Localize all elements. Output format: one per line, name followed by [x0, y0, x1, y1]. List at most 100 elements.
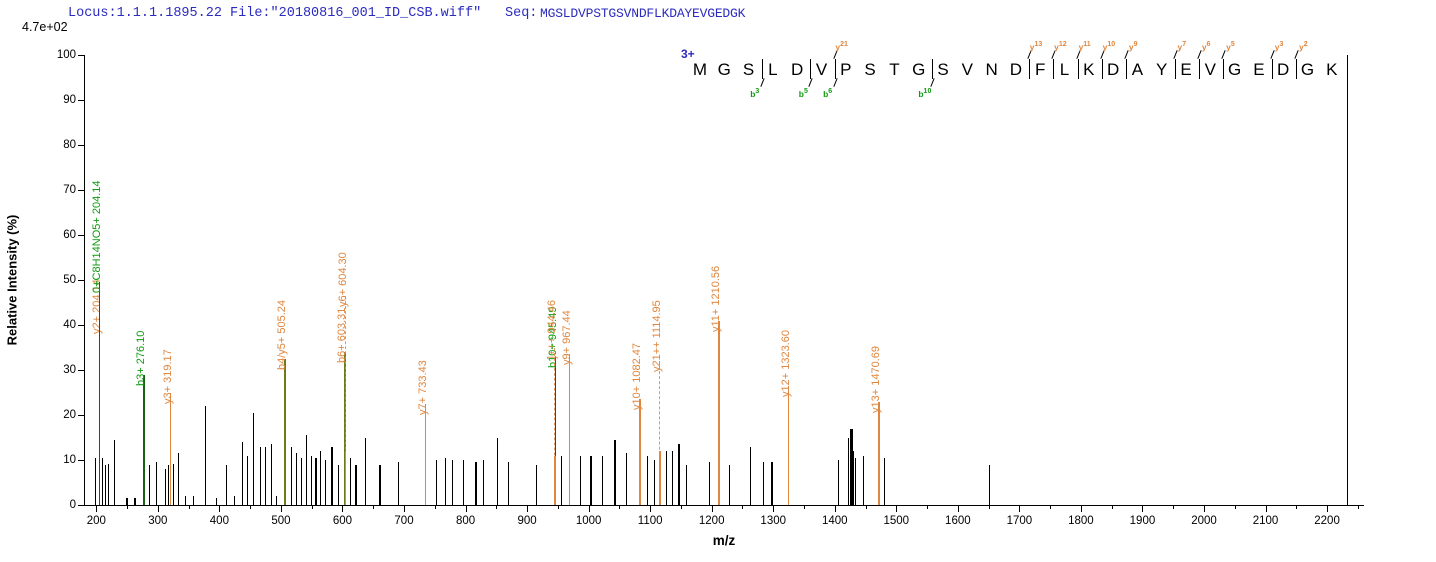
- x-tick: [527, 505, 529, 512]
- y-ion-divider: [1223, 59, 1225, 79]
- x-tick-label: 1500: [883, 515, 910, 527]
- peak: [463, 460, 465, 505]
- x-tick: [650, 505, 652, 512]
- peak: [315, 457, 317, 505]
- peak-annotation-label: b4/y5+ 505.24: [276, 299, 289, 370]
- x-tick-label: 1200: [698, 515, 725, 527]
- y2-ion-label: y2: [1299, 41, 1308, 52]
- annotated-peak: [718, 320, 720, 505]
- ladder-residue: G: [912, 60, 926, 79]
- peak: [349, 457, 352, 505]
- peak: [104, 464, 107, 505]
- y-axis-title: Relative Intensity (%): [4, 214, 20, 346]
- ladder-residue: S: [864, 60, 876, 79]
- x-tick: [988, 505, 990, 509]
- x-tick: [957, 505, 959, 512]
- y-tick: [78, 55, 84, 56]
- x-tick: [1142, 505, 1144, 512]
- mass-spectrum-plot: 0 10 20 30 40 50 60 70 80 90 100 200 300 400 500 600 70…: [5, 49, 1364, 548]
- x-tick: [834, 505, 836, 512]
- peak: [164, 469, 166, 505]
- peak: [134, 498, 136, 505]
- b-ion-divider: [810, 59, 812, 79]
- peak: [678, 444, 680, 505]
- peak: [319, 451, 321, 505]
- x-tick: [1265, 505, 1267, 512]
- x-tick: [896, 505, 898, 512]
- peak: [496, 437, 499, 505]
- y9-ion-label: y9: [1128, 41, 1138, 52]
- y-tick: [78, 505, 84, 506]
- spectrum-header: Locus:1.1.1.1895.22 File:"20180816_001_I…: [0, 6, 1436, 28]
- y-ion-divider: [1199, 59, 1201, 79]
- peak: [253, 412, 255, 505]
- x-tick-label: 400: [209, 515, 229, 527]
- precursor-charge-label: 3+: [681, 47, 695, 61]
- peak: [666, 451, 668, 505]
- x-tick-label: 300: [148, 515, 168, 527]
- y-ion-divider: [1272, 59, 1274, 79]
- y-ion-divider: [1126, 59, 1128, 79]
- peak-annotation-label: y7+ 733.43: [416, 360, 429, 415]
- ladder-residue: D: [791, 60, 804, 79]
- x-tick-label: 1000: [575, 515, 602, 527]
- peak: [771, 462, 773, 505]
- peak: [837, 460, 840, 505]
- ladder-residue: M: [692, 60, 708, 79]
- peak: [602, 455, 604, 505]
- y-ion-divider: [1029, 59, 1031, 79]
- ladder-residue: L: [1059, 60, 1070, 79]
- peak: [728, 464, 731, 505]
- peak: [365, 437, 367, 505]
- peak: [216, 498, 218, 505]
- peak-annotation-label: 0+C8H14NO5+ 204.14: [90, 180, 103, 294]
- b-ion-divider: [931, 59, 933, 79]
- x-tick-label: 800: [455, 515, 476, 527]
- y-tick-label: 30: [63, 364, 76, 376]
- x-tick-label: 2100: [1252, 515, 1279, 527]
- peak-annotation-label: ]+++ 944.46: [546, 299, 559, 359]
- peak: [560, 455, 563, 505]
- peak: [295, 453, 297, 505]
- peak: [849, 428, 851, 505]
- peak: [614, 439, 616, 505]
- ladder-residue: T: [889, 60, 900, 79]
- x-tick: [1234, 505, 1236, 509]
- annotated-peak-base: [284, 410, 286, 505]
- ladder-residue: V: [961, 60, 973, 79]
- x-tick-label: 700: [394, 515, 414, 527]
- y-ion-divider: [834, 59, 836, 79]
- x-tick: [1050, 505, 1052, 509]
- annotated-peak: [878, 401, 880, 505]
- x-tick-label: 900: [517, 515, 537, 527]
- peak: [95, 457, 97, 505]
- ladder-residue: E: [1253, 60, 1265, 79]
- peak-annotation-label: y3+ 319.17: [161, 348, 174, 404]
- x-tick: [588, 505, 590, 512]
- x-axis-line: [84, 505, 1364, 506]
- x-tick: [465, 505, 467, 512]
- ladder-residue: S: [937, 60, 949, 79]
- x-tick: [157, 505, 159, 512]
- y-tick-label: 100: [56, 49, 76, 61]
- peak: [647, 455, 649, 505]
- annotated-peak: [345, 295, 347, 505]
- y-ion-divider: [1077, 59, 1079, 79]
- ladder-residue: D: [1009, 60, 1023, 79]
- x-tick-label: 2200: [1314, 515, 1340, 527]
- x-tick-label: 1700: [1006, 515, 1033, 527]
- y-tick-label: 40: [63, 319, 76, 331]
- x-tick: [219, 505, 221, 512]
- x-tick: [496, 505, 498, 509]
- x-tick: [619, 505, 621, 509]
- ladder-residue: V: [815, 60, 828, 79]
- x-tick: [711, 505, 713, 512]
- x-tick: [773, 505, 775, 512]
- x-axis-title: m/z: [712, 533, 736, 548]
- peak: [168, 464, 170, 505]
- ladder-residue: N: [985, 60, 998, 79]
- annotated-peak: [169, 392, 172, 505]
- x-tick-label: 1300: [760, 515, 787, 527]
- x-tick-label: 500: [271, 515, 291, 527]
